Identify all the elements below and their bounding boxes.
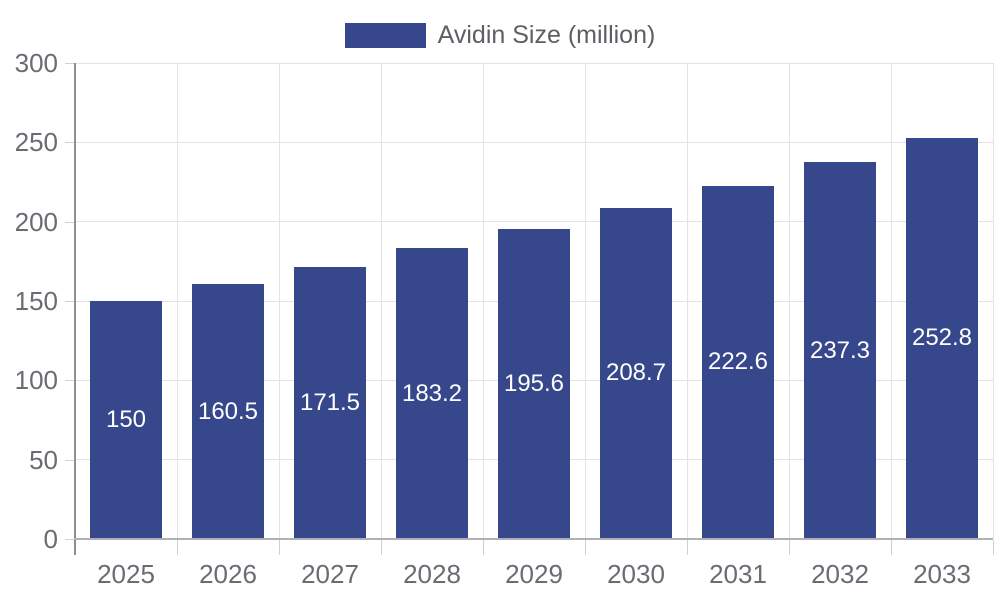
y-axis-tick [65, 380, 75, 382]
bar-2029[interactable]: 195.6 [498, 228, 570, 539]
bar-value-label: 237.3 [809, 336, 871, 364]
bar-2031[interactable]: 222.6 [702, 185, 774, 539]
y-axis-tick [65, 539, 75, 540]
gridline-vertical [176, 63, 178, 539]
gridline-vertical [278, 63, 280, 539]
x-axis-tick [687, 540, 688, 555]
gridline-vertical [890, 63, 892, 539]
y-axis-tick [65, 221, 75, 223]
x-axis-line [74, 538, 993, 540]
legend[interactable]: Avidin Size (million) [0, 22, 1000, 48]
bar-2030[interactable]: 208.7 [600, 207, 672, 539]
plot-area: 150 160.5 171.5 183.2 195.6 208.7 222.6 237.3 25… [75, 62, 994, 539]
x-tick-label: 2027 [301, 559, 359, 589]
gridline-vertical [686, 63, 688, 539]
y-axis-tick [65, 63, 75, 64]
y-axis-line [74, 63, 76, 555]
x-axis-tick [483, 540, 484, 555]
gridline-vertical [788, 63, 790, 539]
x-tick-label: 2030 [607, 559, 665, 589]
legend-label: Avidin Size (million) [437, 21, 656, 49]
y-tick-label: 200 [14, 206, 58, 237]
x-axis-tick [585, 540, 586, 555]
y-tick-label: 150 [14, 286, 58, 316]
legend-swatch [344, 22, 426, 48]
y-axis-tick [65, 459, 75, 461]
x-axis-tick [279, 540, 280, 555]
bar-value-label: 160.5 [197, 397, 259, 425]
bar-value-label: 150 [105, 406, 147, 433]
bar-2028[interactable]: 183.2 [396, 248, 468, 539]
bar-value-label: 252.8 [911, 324, 973, 352]
bar-value-label: 208.7 [605, 359, 667, 387]
bar-value-label: 195.6 [503, 369, 565, 397]
gridline-vertical [992, 63, 994, 539]
y-tick-label: 250 [14, 127, 58, 158]
x-axis-tick [381, 540, 382, 555]
gridline-horizontal [75, 62, 993, 64]
bar-value-label: 183.2 [401, 379, 463, 407]
bar-value-label: 222.6 [707, 348, 769, 376]
x-tick-label: 2028 [403, 559, 461, 589]
y-tick-label: 50 [29, 444, 58, 475]
gridline-vertical [584, 63, 586, 539]
x-tick-label: 2031 [709, 559, 767, 589]
y-tick-label: 300 [14, 48, 58, 78]
x-axis-tick [993, 540, 994, 555]
y-axis-tick [65, 142, 75, 144]
x-axis-tick [177, 540, 178, 555]
gridline-horizontal [75, 221, 993, 223]
x-tick-label: 2026 [199, 559, 257, 589]
x-tick-label: 2033 [913, 559, 971, 589]
x-axis-tick [891, 540, 892, 555]
x-tick-label: 2032 [811, 559, 869, 589]
y-tick-label: 0 [43, 524, 58, 554]
gridline-vertical [380, 63, 382, 539]
gridline-vertical [482, 63, 484, 539]
bar-2032[interactable]: 237.3 [804, 162, 876, 539]
bar-2026[interactable]: 160.5 [192, 284, 264, 539]
x-tick-label: 2029 [505, 559, 563, 589]
bar-2027[interactable]: 171.5 [294, 266, 366, 539]
y-axis-tick [65, 301, 75, 302]
gridline-horizontal [75, 141, 993, 143]
x-tick-label: 2025 [97, 559, 155, 589]
y-tick-label: 100 [14, 365, 58, 396]
x-axis-tick [789, 540, 790, 555]
bar-2025[interactable]: 150 [90, 301, 162, 539]
bar-value-label: 171.5 [299, 388, 361, 416]
bar-2033[interactable]: 252.8 [906, 137, 978, 539]
